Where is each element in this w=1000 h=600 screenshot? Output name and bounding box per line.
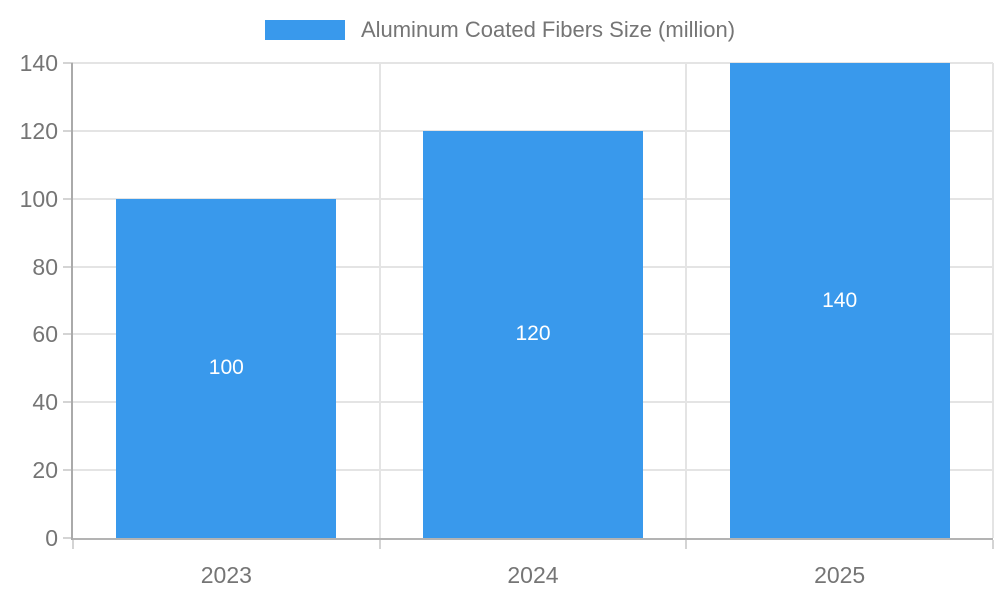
bar-2024[interactable] — [423, 130, 643, 538]
x-axis-tick-mark — [685, 540, 688, 549]
legend-swatch-icon — [264, 20, 345, 40]
legend-label: Aluminum Coated Fibers Size (million) — [360, 17, 736, 42]
legend-item[interactable]: Aluminum Coated Fibers Size (million) — [264, 17, 736, 42]
bar-value-label: 140 — [822, 288, 858, 312]
gridline-horizontal — [73, 62, 993, 64]
y-axis-tick-label: 20 — [32, 457, 58, 484]
y-axis-line — [71, 63, 73, 540]
y-axis-tick-mark — [63, 401, 73, 404]
y-axis-tick-mark — [63, 333, 73, 336]
y-axis-tick-mark — [63, 197, 73, 200]
chart-legend: Aluminum Coated Fibers Size (million) — [0, 18, 1000, 42]
x-axis-tick-label: 2025 — [814, 562, 866, 588]
x-axis-tick-label: 2023 — [200, 562, 252, 588]
x-axis-tick-label: 2024 — [507, 562, 559, 588]
x-axis-tick-mark — [378, 540, 381, 549]
gridline-vertical — [992, 63, 994, 538]
gridline-vertical — [378, 63, 381, 538]
y-axis-tick-label: 100 — [19, 185, 58, 212]
y-axis-tick-label: 120 — [19, 117, 58, 144]
y-axis-tick-label: 140 — [19, 50, 58, 76]
x-axis-tick-mark — [992, 540, 994, 549]
bar-2023[interactable] — [116, 198, 337, 538]
y-axis-tick-label: 0 — [45, 525, 58, 551]
x-axis-tick-mark — [72, 540, 74, 549]
x-axis-line — [73, 538, 993, 540]
y-axis-tick-mark — [63, 469, 73, 472]
y-axis-tick-label: 40 — [32, 389, 58, 416]
y-axis-tick-mark — [63, 129, 73, 132]
y-axis-tick-mark — [63, 265, 73, 268]
y-axis-tick-label: 80 — [32, 253, 58, 280]
bar-2025[interactable] — [729, 63, 950, 538]
bar-value-label: 120 — [515, 322, 551, 346]
gridline-vertical — [685, 63, 688, 538]
y-axis-tick-mark — [63, 62, 73, 64]
bar-value-label: 100 — [208, 356, 244, 380]
y-axis-tick-label: 60 — [32, 321, 58, 348]
y-axis-tick-mark — [63, 537, 73, 539]
